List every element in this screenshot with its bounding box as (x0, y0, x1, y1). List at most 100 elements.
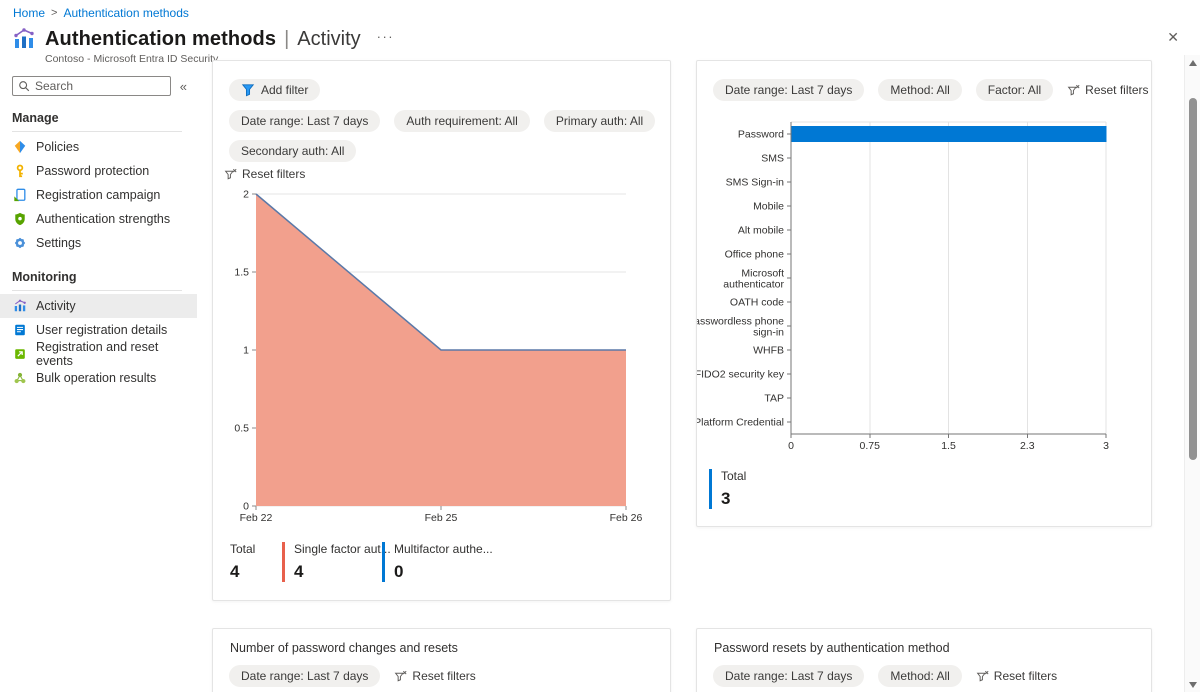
category-label: Alt mobile (738, 225, 784, 237)
category-label: Platform Credential (697, 417, 784, 429)
reset-filter-icon (224, 168, 237, 179)
category-label: SMS Sign-in (726, 177, 785, 189)
filter-funnel-icon (241, 84, 255, 97)
x-tick-label: Feb 26 (610, 512, 643, 524)
filter-pill-date-range[interactable]: Date range: Last 7 days (713, 665, 865, 687)
policies-icon (14, 140, 26, 154)
activity-chart-icon (14, 299, 26, 312)
sidebar-item-authentication-strengths[interactable]: Authentication strengths (0, 207, 197, 231)
sidebar-item-user-registration-details[interactable]: User registration details (0, 318, 197, 342)
legend-label: Total (230, 542, 256, 556)
sidebar-item-password-protection[interactable]: Password protection (0, 159, 197, 183)
filter-pill-date-range[interactable]: Date range: Last 7 days (229, 665, 381, 687)
category-label: WHFB (753, 345, 784, 357)
registration-campaign-icon (14, 188, 26, 202)
sidebar-item-activity[interactable]: Activity (0, 294, 197, 318)
more-menu-button[interactable]: ··· (376, 28, 395, 44)
sidebar-item-settings[interactable]: Settings (0, 231, 197, 255)
filter-pill-primary-auth[interactable]: Primary auth: All (543, 110, 656, 132)
category-label: TAP (764, 393, 784, 405)
filter-pill-method[interactable]: Method: All (878, 665, 962, 687)
title-divider: | (284, 27, 290, 50)
y-tick-label: 1.5 (234, 267, 249, 279)
legend-value: 4 (230, 562, 240, 581)
legend-label: Single factor aut... (294, 542, 391, 556)
y-tick-label: 2 (243, 189, 249, 201)
legend-item-single-factor: Single factor aut... 4 (282, 542, 391, 582)
reset-filters-button[interactable]: Reset filters (394, 669, 476, 683)
scroll-up-icon[interactable] (1189, 60, 1197, 66)
sidebar-item-label: Policies (36, 140, 80, 154)
y-tick-label: 0 (243, 501, 249, 513)
sidebar-item-label: Authentication strengths (36, 212, 171, 226)
reset-filter-icon (976, 670, 989, 681)
sidebar-item-bulk-operation-results[interactable]: Bulk operation results (0, 366, 197, 390)
sidebar-item-label: Bulk operation results (36, 371, 157, 385)
title-bar: Authentication methods | Activity ··· (12, 27, 394, 51)
reset-filters-label: Reset filters (242, 167, 306, 181)
scrollbar-thumb[interactable] (1189, 98, 1197, 460)
registration-details-icon (15, 324, 25, 336)
filter-pill-date-range[interactable]: Date range: Last 7 days (713, 79, 865, 101)
filter-pill-method[interactable]: Method: All (878, 79, 962, 101)
filter-pill-auth-requirement[interactable]: Auth requirement: All (394, 110, 530, 132)
key-icon (16, 164, 24, 178)
activity-chart-icon (14, 28, 34, 48)
area-chart-signins: 0 0.5 1 1.5 2 Feb 22 Feb 25 Feb 26 (234, 189, 643, 524)
y-tick-label: 0.5 (234, 423, 249, 435)
x-tick-label: Feb 22 (240, 512, 273, 524)
card-signins-by-requirement: Add filter Date range: Last 7 days Auth … (212, 60, 671, 601)
search-box[interactable] (12, 76, 171, 96)
sidebar-item-registration-reset-events[interactable]: Registration and reset events (0, 340, 197, 368)
close-icon[interactable]: ✕ (1167, 29, 1179, 45)
reset-filter-icon (395, 670, 407, 681)
reset-filter-icon (1067, 84, 1080, 95)
legend-item-multifactor: Multifactor authe... 0 (382, 542, 493, 582)
sidebar-item-registration-campaign[interactable]: Registration campaign (0, 183, 197, 207)
sidebar-item-label: Settings (36, 236, 82, 250)
sidebar-item-policies[interactable]: Policies (0, 135, 197, 159)
breadcrumb-current-link[interactable]: Authentication methods (63, 6, 189, 20)
filter-pill-factor[interactable]: Factor: All (975, 79, 1054, 101)
category-label: FIDO2 security key (697, 369, 785, 381)
sidebar-item-label: Password protection (36, 164, 150, 178)
x-tick-label: 0 (788, 440, 794, 452)
category-label: OATH code (730, 297, 784, 309)
page-subtitle: Contoso - Microsoft Entra ID Security (45, 53, 219, 65)
page-title: Authentication methods (45, 27, 277, 50)
gear-icon (14, 237, 26, 249)
filter-pill-date-range[interactable]: Date range: Last 7 days (229, 110, 381, 132)
category-label: SMS (761, 153, 784, 165)
card-signins-by-method: Date range: Last 7 days Method: All Fact… (696, 60, 1152, 527)
shield-icon (15, 212, 25, 226)
filter-pill-secondary-auth[interactable]: Secondary auth: All (229, 140, 357, 162)
add-filter-label: Add filter (261, 83, 309, 97)
sidebar-item-label: Registration and reset events (36, 340, 159, 368)
x-tick-label: 0.75 (860, 440, 881, 452)
sidebar-section-manage: Manage (12, 111, 59, 125)
bar-password[interactable] (791, 126, 1107, 142)
legend-value: 0 (394, 562, 404, 581)
vertical-scrollbar[interactable] (1184, 55, 1200, 692)
reset-filters-button[interactable]: Reset filters (1067, 83, 1149, 97)
breadcrumb-home-link[interactable]: Home (13, 6, 46, 20)
card-password-resets: Password resets by authentication method… (696, 628, 1152, 692)
search-input[interactable] (35, 79, 165, 93)
legend-label: Total (721, 469, 747, 483)
x-tick-label: 2.3 (1020, 440, 1035, 452)
legend-item-total: Total 3 (709, 469, 809, 509)
add-filter-button[interactable]: Add filter (229, 79, 321, 101)
bulk-results-icon (14, 372, 26, 384)
section-divider (12, 290, 182, 291)
sidebar-collapse-button[interactable]: « (179, 78, 187, 94)
breadcrumb-separator: > (51, 7, 58, 19)
category-label: Password (738, 129, 784, 141)
reset-filters-button[interactable]: Reset filters (976, 669, 1057, 683)
scroll-down-icon[interactable] (1189, 682, 1197, 688)
reset-events-icon (15, 349, 25, 359)
reset-filters-button[interactable]: Reset filters (224, 167, 305, 181)
card-password-changes: Number of password changes and resets Da… (212, 628, 671, 692)
sidebar-item-label: Activity (36, 299, 76, 313)
